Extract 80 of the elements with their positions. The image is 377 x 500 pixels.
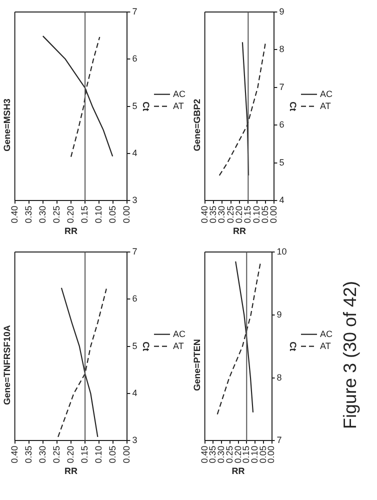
x-tick-label: 0.00	[266, 446, 276, 464]
line-series	[218, 42, 266, 176]
legend-label: AT	[173, 340, 184, 351]
x-axis-title: RR	[64, 226, 78, 236]
x-tick-label: 0.15	[80, 446, 90, 464]
x-tick-label: 0.30	[216, 206, 227, 224]
legend-label: AC	[320, 328, 334, 339]
y-tick-label: 7	[132, 6, 138, 16]
x-axis-title: RR	[232, 466, 246, 476]
y-tick-label: 7	[279, 82, 284, 92]
x-tick-label: 0.20	[65, 446, 76, 464]
y-tick-label: 9	[276, 309, 282, 320]
x-tick-label: 0.15	[242, 206, 253, 224]
x-tick-label: 0.35	[208, 446, 218, 464]
y-tick-label: 4	[132, 148, 138, 158]
x-tick-label: 0.25	[51, 206, 62, 224]
x-tick-label: 0.05	[258, 446, 268, 464]
x-tick-label: 0.10	[94, 206, 104, 224]
x-tick-label: 0.30	[37, 206, 48, 224]
x-tick-label: 0.15	[80, 206, 90, 224]
y-tick-label: 9	[279, 6, 284, 16]
y-tick-label: 3	[132, 435, 138, 446]
y-tick-label: 7	[132, 246, 138, 256]
x-tick-label: 0.10	[249, 446, 260, 464]
y-axis-title: Ct	[288, 342, 298, 352]
x-tick-label: 0.35	[23, 446, 34, 464]
x-tick-label: 0.05	[108, 446, 118, 464]
x-tick-label: 0.00	[268, 206, 279, 224]
legend-label: AT	[320, 340, 332, 351]
y-tick-label: 5	[132, 340, 138, 351]
line-series	[58, 288, 107, 438]
y-tick-label: 7	[276, 435, 282, 446]
y-tick-label: 4	[279, 195, 284, 206]
y-tick-label: 5	[132, 100, 138, 111]
text: Gene=MSH3	[2, 98, 12, 152]
x-tick-label: 0.25	[51, 446, 62, 464]
x-tick-label: 0.20	[65, 206, 76, 224]
x-tick-label: 0.20	[232, 446, 243, 464]
legend-label: AC	[173, 328, 186, 339]
y-tick-label: 8	[276, 372, 282, 382]
line-series	[216, 260, 262, 415]
x-tick-label: 0.15	[241, 446, 252, 464]
x-tick-label: 0.00	[122, 206, 132, 224]
y-tick-label: 10	[276, 246, 287, 256]
x-tick-label: 0.40	[9, 446, 20, 464]
x-tick-label: 0.35	[23, 206, 34, 224]
x-tick-label: 0.40	[199, 446, 210, 464]
caption: Figure 3 (30 of 42)	[339, 280, 361, 432]
text: Gene=GBP2	[192, 98, 202, 152]
text: Gene=PTEN	[192, 339, 202, 391]
y-tick-label: 6	[132, 294, 138, 304]
y-axis-title: Ct	[141, 102, 152, 112]
text: Gene=TNFRSF10A	[2, 324, 12, 405]
x-tick-label: 0.05	[260, 206, 270, 224]
x-tick-label: 0.05	[108, 206, 118, 224]
x-tick-label: 0.30	[216, 446, 226, 464]
y-axis-title: Ct	[288, 102, 298, 112]
x-tick-label: 0.10	[251, 206, 262, 224]
y-tick-label: 6	[279, 120, 284, 130]
x-axis-title: RR	[64, 466, 78, 476]
y-axis-title: Ct	[141, 342, 152, 352]
x-tick-label: 0.40	[9, 206, 20, 224]
y-tick-label: 5	[279, 157, 284, 168]
x-axis-title: RR	[232, 226, 246, 236]
x-tick-label: 0.25	[224, 446, 234, 464]
legend-label: AC	[320, 88, 334, 99]
x-tick-label: 0.25	[225, 206, 236, 224]
legend-label: AT	[173, 100, 184, 111]
x-tick-label: 0.40	[199, 206, 210, 224]
y-tick-label: 3	[132, 195, 138, 206]
x-tick-label: 0.20	[234, 206, 244, 224]
y-tick-label: 8	[279, 44, 284, 54]
y-tick-label: 4	[132, 388, 138, 398]
y-tick-label: 6	[132, 54, 138, 64]
x-tick-label: 0.30	[37, 446, 48, 464]
legend-label: AC	[173, 88, 186, 99]
x-tick-label: 0.35	[208, 206, 218, 224]
legend-label: AT	[320, 100, 332, 111]
x-tick-label: 0.10	[94, 446, 104, 464]
x-tick-label: 0.00	[122, 446, 132, 464]
